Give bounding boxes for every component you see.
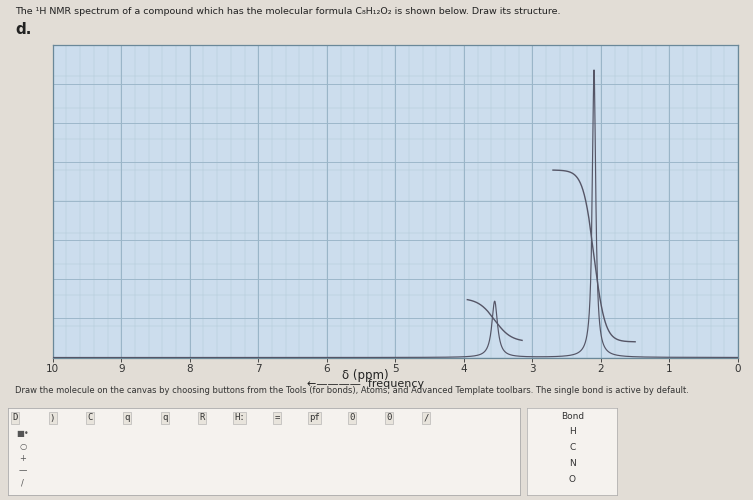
Text: H:: H:	[234, 414, 245, 422]
Text: The ¹H NMR spectrum of a compound which has the molecular formula C₈H₁₂O₂ is sho: The ¹H NMR spectrum of a compound which …	[15, 8, 560, 16]
Text: ←————  frequency: ←———— frequency	[306, 379, 424, 389]
Text: C: C	[569, 443, 575, 452]
Text: D: D	[13, 414, 18, 422]
Text: d.: d.	[15, 22, 32, 38]
Text: +: +	[20, 454, 26, 463]
Text: N: N	[569, 459, 575, 468]
Text: O: O	[569, 475, 576, 484]
Text: q: q	[162, 414, 167, 422]
Text: C: C	[87, 414, 93, 422]
Text: ○: ○	[20, 442, 26, 450]
Text: Bond: Bond	[561, 412, 584, 421]
Text: pf: pf	[309, 414, 319, 422]
Text: q: q	[125, 414, 130, 422]
Text: ): )	[50, 414, 55, 422]
Text: Draw the molecule on the canvas by choosing buttons from the Tools (for bonds), : Draw the molecule on the canvas by choos…	[15, 386, 689, 395]
Text: /: /	[424, 414, 429, 422]
Text: δ (ppm): δ (ppm)	[342, 368, 389, 382]
Text: ■•: ■•	[17, 429, 29, 438]
Text: 0: 0	[349, 414, 355, 422]
Text: H: H	[569, 428, 575, 436]
Text: =: =	[274, 414, 279, 422]
Text: 0: 0	[386, 414, 392, 422]
Text: R: R	[200, 414, 205, 422]
Text: /: /	[21, 478, 24, 487]
Text: —: —	[19, 466, 27, 475]
